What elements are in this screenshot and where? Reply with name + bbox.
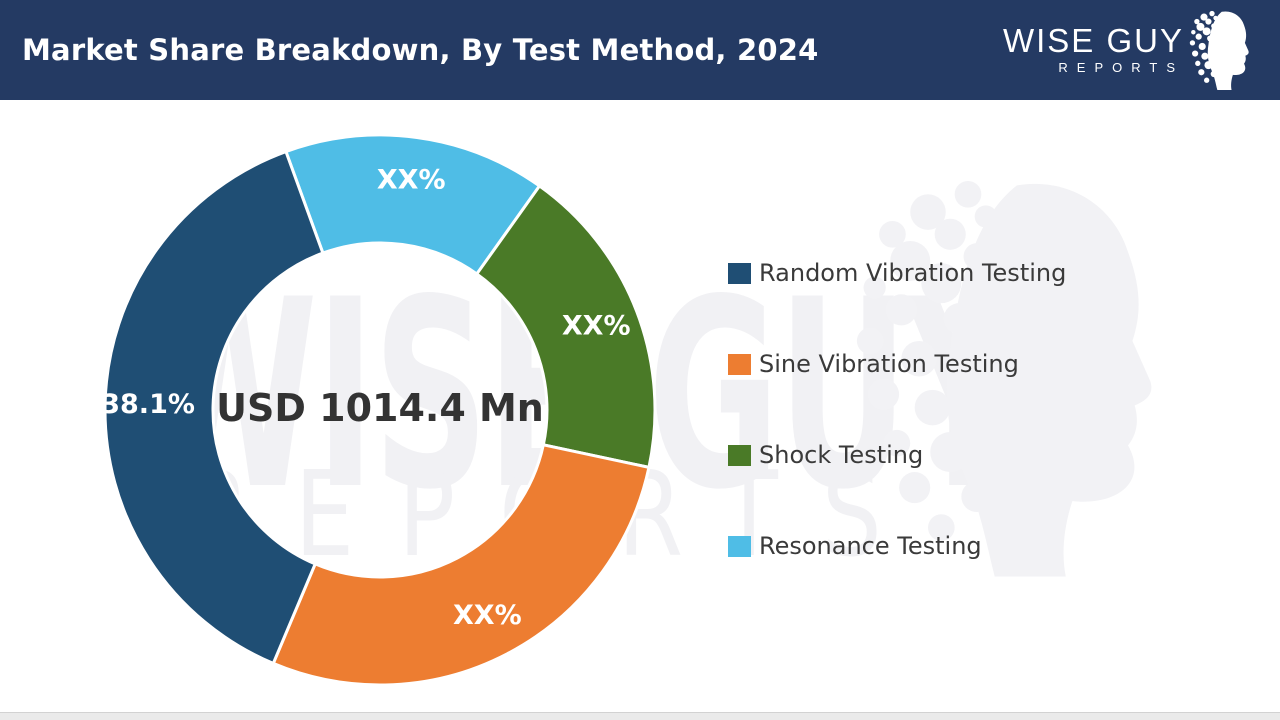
legend-item: Resonance Testing	[728, 532, 1066, 560]
logo-face-icon	[1189, 10, 1249, 91]
donut-center-value: USD 1014.4 Mn	[216, 386, 544, 430]
legend-swatch	[728, 535, 751, 557]
chart-area: WISE GUY REPORTS XX%XX%XX%38.1% USD 1014…	[0, 100, 1280, 712]
segment-data-label: XX%	[453, 600, 522, 631]
segment-data-label: 38.1%	[101, 389, 195, 420]
segment-data-label: XX%	[562, 310, 631, 341]
legend-item: Sine Vibration Testing	[728, 350, 1066, 378]
legend-label: Shock Testing	[759, 441, 924, 469]
logo-wordmark: WISE GUY	[1002, 22, 1184, 59]
legend-item: Shock Testing	[728, 441, 1066, 469]
donut-segment-random-vibration-testing	[103, 150, 325, 665]
legend-swatch	[728, 444, 751, 466]
chart-legend: Random Vibration Testing Sine Vibration T…	[728, 259, 1066, 560]
logo-text: WISE GUY REPORTS	[1003, 24, 1184, 76]
legend-swatch	[728, 353, 751, 375]
legend-label: Resonance Testing	[759, 532, 982, 560]
page-title: Market Share Breakdown, By Test Method, …	[22, 33, 819, 67]
donut-segment-shock-testing	[475, 184, 657, 469]
legend-swatch	[728, 262, 751, 284]
legend-item: Random Vibration Testing	[728, 259, 1066, 287]
segment-data-label: XX%	[377, 165, 446, 196]
legend-label: Random Vibration Testing	[759, 259, 1067, 287]
legend-label: Sine Vibration Testing	[759, 350, 1019, 378]
wise-guy-logo: WISE GUY REPORTS	[1003, 9, 1252, 91]
header-bar: Market Share Breakdown, By Test Method, …	[0, 0, 1280, 100]
donut-segment-sine-vibration-testing	[271, 443, 651, 687]
logo-subtitle: REPORTS	[1058, 60, 1184, 75]
donut-chart: XX% XX% XX% 38.1%	[101, 133, 657, 687]
bottom-strip	[0, 712, 1280, 720]
